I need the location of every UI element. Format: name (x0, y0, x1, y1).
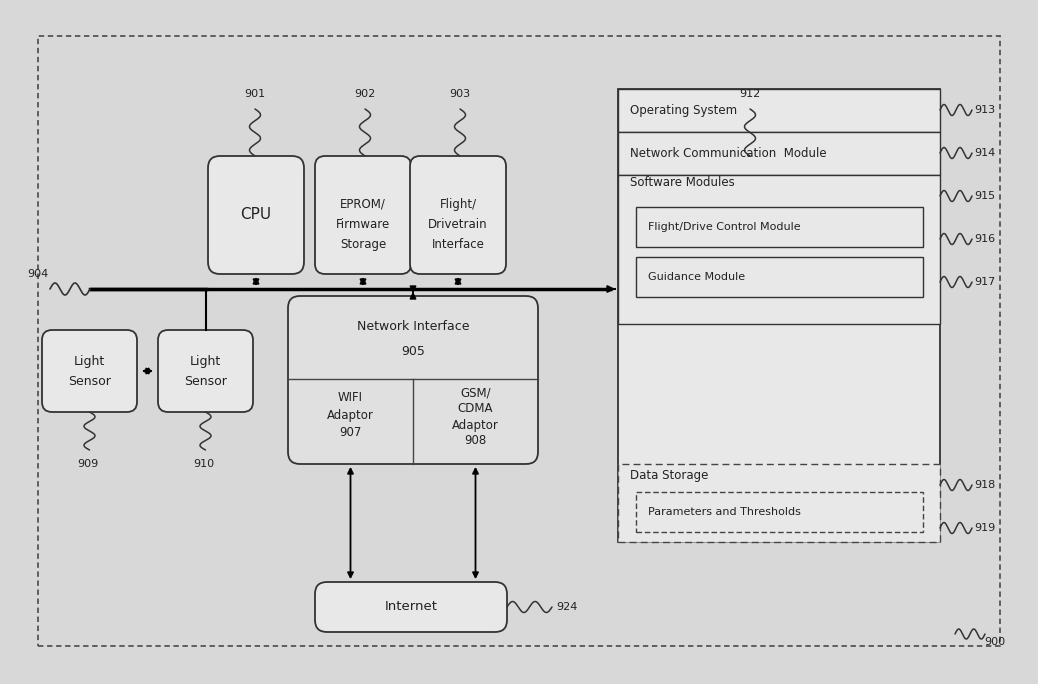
FancyBboxPatch shape (158, 330, 253, 412)
Text: EPROM/: EPROM/ (340, 198, 386, 211)
FancyBboxPatch shape (410, 156, 506, 274)
Text: 904: 904 (27, 269, 49, 279)
Text: Guidance Module: Guidance Module (648, 272, 745, 282)
Text: Parameters and Thresholds: Parameters and Thresholds (648, 507, 801, 517)
Text: 907: 907 (339, 427, 361, 440)
Text: 903: 903 (449, 89, 470, 99)
Bar (38, 36, 1000, 646)
Text: Software Modules: Software Modules (630, 176, 735, 189)
Text: CPU: CPU (241, 207, 272, 222)
Text: Firmware: Firmware (336, 218, 390, 231)
Text: 910: 910 (193, 459, 214, 469)
Text: Interface: Interface (432, 237, 485, 250)
Text: Sensor: Sensor (69, 375, 111, 388)
Text: Flight/Drive Control Module: Flight/Drive Control Module (648, 222, 800, 232)
FancyBboxPatch shape (288, 296, 538, 464)
Text: 915: 915 (975, 191, 995, 201)
Text: Light: Light (190, 354, 221, 367)
Text: 924: 924 (556, 602, 578, 612)
Text: Light: Light (74, 354, 105, 367)
Text: Storage: Storage (339, 237, 386, 250)
Text: Adaptor: Adaptor (327, 408, 374, 421)
Bar (636, 257, 923, 297)
Text: 912: 912 (739, 89, 761, 99)
Bar (618, 89, 940, 542)
Text: 902: 902 (354, 89, 376, 99)
Text: Network Communication  Module: Network Communication Module (630, 147, 826, 160)
FancyBboxPatch shape (42, 330, 137, 412)
Text: Operating System: Operating System (630, 104, 737, 117)
Bar (618, 132, 940, 175)
Bar (618, 89, 940, 132)
Text: Data Storage: Data Storage (630, 469, 708, 482)
Text: Drivetrain: Drivetrain (429, 218, 488, 231)
Text: 900: 900 (984, 637, 1006, 647)
Text: Adaptor: Adaptor (453, 419, 499, 432)
Text: 917: 917 (975, 277, 995, 287)
Text: 916: 916 (975, 234, 995, 244)
Text: 908: 908 (464, 434, 487, 447)
Text: 914: 914 (975, 148, 995, 158)
Text: Sensor: Sensor (184, 375, 227, 388)
FancyBboxPatch shape (315, 582, 507, 632)
Bar (618, 464, 940, 542)
Text: Network Interface: Network Interface (357, 319, 469, 332)
Text: Internet: Internet (384, 601, 437, 614)
Text: 919: 919 (975, 523, 995, 533)
Text: Flight/: Flight/ (439, 198, 476, 211)
FancyBboxPatch shape (315, 156, 411, 274)
Text: 918: 918 (975, 480, 995, 490)
Text: 913: 913 (975, 105, 995, 115)
Text: CDMA: CDMA (458, 402, 493, 415)
Bar (636, 207, 923, 247)
Bar (636, 492, 923, 532)
Text: 905: 905 (401, 345, 425, 358)
Text: 909: 909 (77, 459, 99, 469)
Text: 901: 901 (244, 89, 266, 99)
Text: WIFI: WIFI (338, 391, 363, 404)
FancyBboxPatch shape (208, 156, 304, 274)
Bar (618, 175, 940, 324)
Text: GSM/: GSM/ (460, 386, 491, 399)
